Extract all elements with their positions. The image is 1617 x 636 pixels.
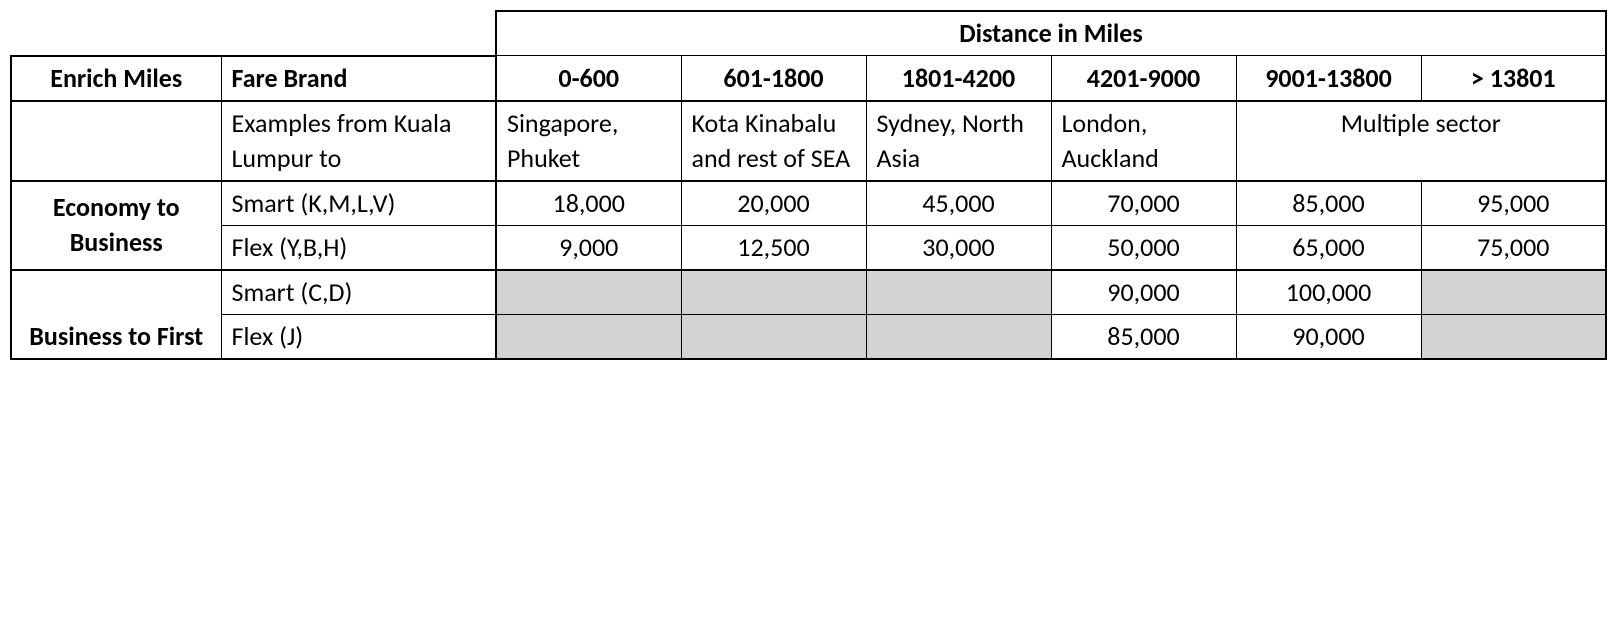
group1-row1-val1 xyxy=(681,315,866,360)
group1-row1-val3: 85,000 xyxy=(1051,315,1236,360)
examples-label: Examples from Kuala Lumpur to xyxy=(221,101,496,181)
group1-row0: Business to First Smart (C,D) 90,000 100… xyxy=(11,270,1606,315)
group0-row0-val0: 18,000 xyxy=(496,181,681,226)
group0-row0-val5: 95,000 xyxy=(1421,181,1606,226)
group1-row0-val5 xyxy=(1421,270,1606,315)
group0-row0-val4: 85,000 xyxy=(1236,181,1421,226)
examples-cell-1: Kota Kinabalu and rest of SEA xyxy=(681,101,866,181)
group0-row1-val3: 50,000 xyxy=(1051,225,1236,270)
group1-row0-fare: Smart (C,D) xyxy=(221,270,496,315)
col-header-dist-5: > 13801 xyxy=(1421,56,1606,101)
group1-row0-val2 xyxy=(866,270,1051,315)
group0-row0-val3: 70,000 xyxy=(1051,181,1236,226)
examples-cell-2: Sydney, North Asia xyxy=(866,101,1051,181)
group1-row1-val2 xyxy=(866,315,1051,360)
distance-title: Distance in Miles xyxy=(496,11,1606,56)
enrich-miles-table: Distance in Miles Enrich Miles Fare Bran… xyxy=(10,10,1607,360)
group1-row1-val4: 90,000 xyxy=(1236,315,1421,360)
group0-row0-fare: Smart (K,M,L,V) xyxy=(221,181,496,226)
group1-row0-val4: 100,000 xyxy=(1236,270,1421,315)
group0-row0: Economy to Business Smart (K,M,L,V) 18,0… xyxy=(11,181,1606,226)
header-row-columns: Enrich Miles Fare Brand 0-600 601-1800 1… xyxy=(11,56,1606,101)
group0-row1-fare: Flex (Y,B,H) xyxy=(221,225,496,270)
col-header-dist-1: 601-1800 xyxy=(681,56,866,101)
group1-row0-val0 xyxy=(496,270,681,315)
group0-row1-val2: 30,000 xyxy=(866,225,1051,270)
col-header-dist-0: 0-600 xyxy=(496,56,681,101)
examples-multi-sector: Multiple sector xyxy=(1236,101,1606,181)
col-header-dist-2: 1801-4200 xyxy=(866,56,1051,101)
group0-row0-val2: 45,000 xyxy=(866,181,1051,226)
group0-label: Economy to Business xyxy=(11,181,221,270)
blank-cell xyxy=(221,11,496,56)
group1-label: Business to First xyxy=(11,270,221,359)
examples-cell-0: Singapore, Phuket xyxy=(496,101,681,181)
col-header-dist-3: 4201-9000 xyxy=(1051,56,1236,101)
group0-row1-val4: 65,000 xyxy=(1236,225,1421,270)
group1-row1-val5 xyxy=(1421,315,1606,360)
group1-row1-fare: Flex (J) xyxy=(221,315,496,360)
group1-row1: Flex (J) 85,000 90,000 xyxy=(11,315,1606,360)
header-row-distance: Distance in Miles xyxy=(11,11,1606,56)
examples-row: Examples from Kuala Lumpur to Singapore,… xyxy=(11,101,1606,181)
group1-row1-val0 xyxy=(496,315,681,360)
group0-row1: Flex (Y,B,H) 9,000 12,500 30,000 50,000 … xyxy=(11,225,1606,270)
group0-row1-val5: 75,000 xyxy=(1421,225,1606,270)
col-header-fare: Fare Brand xyxy=(221,56,496,101)
group0-row0-val1: 20,000 xyxy=(681,181,866,226)
blank-cell xyxy=(11,11,221,56)
group0-row1-val1: 12,500 xyxy=(681,225,866,270)
col-header-enrich: Enrich Miles xyxy=(11,56,221,101)
group1-row0-val1 xyxy=(681,270,866,315)
blank-cell xyxy=(11,101,221,181)
col-header-dist-4: 9001-13800 xyxy=(1236,56,1421,101)
group1-row0-val3: 90,000 xyxy=(1051,270,1236,315)
group0-row1-val0: 9,000 xyxy=(496,225,681,270)
examples-cell-3: London, Auckland xyxy=(1051,101,1236,181)
